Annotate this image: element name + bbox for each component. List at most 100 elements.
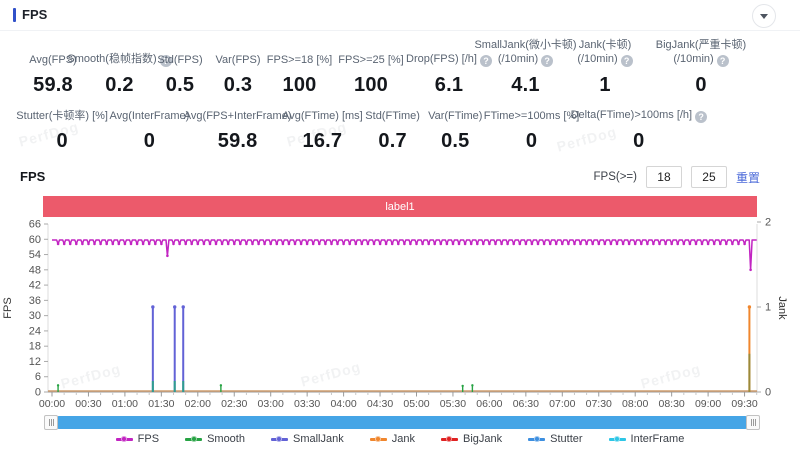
stats-row-2: Stutter(卡顿率) [%] 0 Avg(InterFrame) 0 Avg(FPS… — [16, 108, 708, 153]
stat-value: 100 — [354, 74, 388, 96]
stat-label: Drop(FPS) [/h]? — [406, 52, 492, 67]
fps-marker — [591, 242, 594, 246]
fps-marker — [342, 242, 345, 246]
fps-marker — [336, 242, 339, 246]
legend-marker — [185, 435, 203, 444]
legend-item-bigjank[interactable]: BigJank — [440, 433, 502, 445]
fps-marker — [160, 242, 163, 246]
stat-cell: Drop(FPS) [/h]? 6.1 — [406, 52, 492, 97]
legend-item-smalljank[interactable]: SmallJank — [270, 433, 344, 445]
y-tick-label: 36 — [29, 295, 41, 307]
fps-marker — [390, 242, 394, 246]
fps-marker — [190, 242, 193, 246]
fps-marker — [433, 242, 437, 246]
stat-value: 0.3 — [223, 74, 253, 96]
fps-marker — [208, 242, 212, 246]
stat-cell: Var(FPS) 0.3 — [209, 53, 267, 97]
fps-threshold-low-input[interactable] — [645, 166, 682, 188]
spike-marker-smalljank — [151, 305, 155, 309]
y-tick-label: 48 — [29, 264, 41, 276]
fps-marker — [482, 242, 485, 246]
stat-value: 0 — [56, 130, 68, 152]
fps-marker — [214, 242, 218, 246]
help-icon[interactable]: ? — [716, 55, 729, 67]
help-icon[interactable]: ? — [479, 55, 492, 67]
fps-marker — [573, 242, 576, 246]
fps-marker — [397, 242, 400, 246]
legend-marker — [528, 435, 546, 444]
fps-marker — [269, 242, 273, 246]
fps-marker — [439, 242, 443, 246]
help-icon[interactable]: ? — [620, 55, 633, 67]
help-icon[interactable]: ? — [541, 55, 554, 67]
legend-item-interframe[interactable]: InterFrame — [608, 433, 684, 445]
scrollbar-right-handle[interactable] — [746, 415, 760, 430]
legend-label: Stutter — [550, 433, 583, 445]
stat-label: Std(FTime) — [365, 110, 420, 122]
legend-item-smooth[interactable]: Smooth — [185, 433, 245, 445]
stat-label: Stutter(卡顿率) [%] — [16, 110, 108, 122]
chart-section-title: FPS — [20, 169, 46, 184]
fps-marker — [409, 242, 412, 246]
y-tick-label: 42 — [29, 280, 41, 292]
time-range-scrollbar[interactable] — [44, 415, 760, 430]
fps-marker — [324, 242, 327, 246]
collapse-button[interactable] — [752, 4, 776, 28]
scrollbar-left-handle[interactable] — [44, 415, 58, 430]
stat-cell: Avg(FPS) 59.8 — [18, 53, 88, 97]
stat-value: 0 — [525, 130, 538, 152]
fps-marker — [251, 242, 254, 246]
x-tick-label: 05:30 — [440, 398, 466, 410]
stat-value: 0.7 — [378, 130, 407, 152]
legend-label: FPS — [137, 433, 160, 445]
fps-marker — [682, 242, 686, 246]
spike-marker-smalljank — [181, 305, 185, 309]
fps-marker — [658, 242, 661, 246]
x-tick-label: 09:30 — [731, 398, 757, 410]
stat-cell: Smooth(稳帧指数)? 0.2 — [67, 52, 172, 97]
fps-marker — [476, 242, 479, 246]
fps-marker — [700, 242, 704, 246]
fps-marker — [518, 242, 522, 246]
fps-marker — [749, 268, 752, 272]
y-tick-label: 66 — [29, 219, 41, 231]
x-tick-label: 04:30 — [367, 398, 393, 410]
fps-marker — [609, 242, 613, 246]
stat-cell: Avg(FPS+InterFrame) 59.8 — [184, 109, 292, 153]
label-banner: label1 — [43, 196, 757, 217]
fps-marker — [360, 242, 364, 246]
fps-marker — [147, 242, 151, 246]
stat-label: Avg(FPS+InterFrame) — [183, 110, 292, 122]
help-icon[interactable]: ? — [159, 55, 172, 67]
help-icon[interactable]: ? — [695, 111, 708, 123]
scrollbar-track[interactable] — [57, 416, 747, 429]
legend-item-stutter[interactable]: Stutter — [528, 433, 583, 445]
fps-marker — [506, 242, 509, 246]
fps-chart[interactable]: 0 6 12 18 24 30 36 42 48 54 60 66 0 1 2 00:00 00:30 01:00… — [0, 217, 800, 416]
x-tick-label: 03:00 — [258, 398, 284, 410]
legend-item-jank[interactable]: Jank — [369, 433, 415, 445]
legend-item-fps[interactable]: FPS — [115, 433, 160, 445]
y-tick-label: 24 — [29, 325, 41, 337]
x-tick-label: 01:30 — [148, 398, 174, 410]
fps-marker — [56, 242, 60, 246]
stat-value: 4.1 — [511, 74, 540, 96]
reset-link[interactable]: 重置 — [735, 170, 760, 185]
y-tick-label: 30 — [29, 310, 41, 322]
fps-marker — [524, 242, 528, 246]
spike-marker-smooth — [461, 384, 464, 388]
fps-marker — [239, 242, 242, 246]
stat-value: 16.7 — [302, 130, 343, 152]
fps-marker — [111, 242, 115, 246]
fps-threshold-high-input[interactable] — [690, 166, 727, 188]
spike-marker-smooth — [219, 384, 223, 387]
fps-marker — [372, 242, 376, 246]
y-axis-left-title: FPS — [2, 297, 14, 318]
stat-cell: Stutter(卡顿率) [%] 0 — [16, 109, 108, 153]
fps-marker — [427, 242, 431, 246]
fps-marker — [694, 242, 698, 246]
fps-marker — [129, 242, 133, 246]
fps-marker — [105, 242, 108, 246]
y-tick-label: 6 — [35, 371, 41, 383]
fps-marker — [676, 242, 679, 246]
